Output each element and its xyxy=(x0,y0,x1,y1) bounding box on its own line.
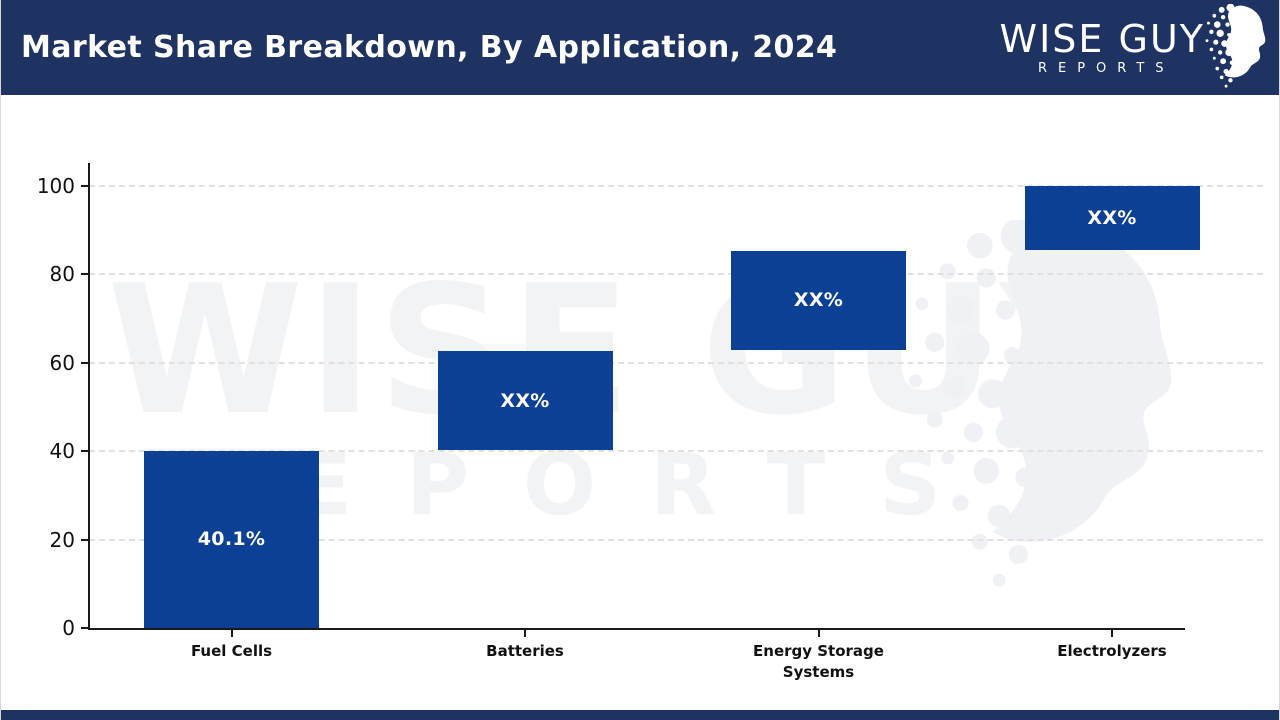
logo-wordmark: WISE GUY REPORTS xyxy=(1000,20,1205,76)
logo-wordmark-main: WISE GUY xyxy=(999,16,1205,61)
bar-batteries: XX% xyxy=(437,351,613,451)
bar-value-label-energy-storage-systems: XX% xyxy=(793,289,844,312)
y-tick-label-80: 80 xyxy=(49,262,75,287)
x-axis-label-fuel-cells: Fuel Cells xyxy=(190,642,273,660)
bar-fuel-cells: 40.1% xyxy=(144,450,319,628)
gridline-60 xyxy=(89,361,1263,364)
y-tick-mark-60 xyxy=(81,361,89,364)
x-tick-mark-electrolyzers xyxy=(1111,630,1113,637)
footer-bar xyxy=(1,710,1279,720)
y-axis-line xyxy=(88,163,90,630)
x-axis-label-electrolyzers: Electrolyzers xyxy=(1057,642,1167,660)
y-tick-label-0: 0 xyxy=(62,616,75,640)
y-tick-mark-80 xyxy=(81,273,89,276)
gridline-80 xyxy=(89,273,1263,276)
bar-value-label-batteries: XX% xyxy=(500,389,550,412)
x-axis-label-batteries: Batteries xyxy=(486,642,564,660)
wiseguy-logo: WISE GUY REPORTS xyxy=(1000,3,1267,92)
y-tick-label-100: 100 xyxy=(36,174,75,198)
page-title: Market Share Breakdown, By Application, … xyxy=(21,30,838,65)
y-tick-mark-20 xyxy=(81,538,89,541)
bar-electrolyzers: XX% xyxy=(1024,186,1200,250)
x-tick-mark-fuel-cells xyxy=(230,630,233,637)
header-bar: Market Share Breakdown, By Application, … xyxy=(1,0,1279,95)
y-tick-mark-0 xyxy=(81,627,89,629)
y-tick-mark-40 xyxy=(81,450,89,453)
bar-energy-storage-systems: XX% xyxy=(731,250,906,351)
logo-wordmark-sub: REPORTS xyxy=(1037,60,1175,76)
x-axis-label-energy-storage-systems: Energy Storage Systems xyxy=(753,642,884,681)
gridline-20 xyxy=(89,538,1263,541)
gridline-100 xyxy=(89,185,1263,187)
y-tick-label-20: 20 xyxy=(49,527,75,552)
x-axis-line xyxy=(88,628,1185,630)
y-tick-label-60: 60 xyxy=(49,350,75,375)
gridline-40 xyxy=(89,450,1263,453)
x-tick-mark-batteries xyxy=(524,630,526,637)
y-tick-label-40: 40 xyxy=(49,439,75,464)
bar-value-label-fuel-cells: 40.1% xyxy=(197,528,266,551)
y-tick-mark-100 xyxy=(81,185,89,187)
bar-value-label-electrolyzers: XX% xyxy=(1087,206,1137,229)
x-tick-mark-energy-storage-systems xyxy=(817,630,820,637)
